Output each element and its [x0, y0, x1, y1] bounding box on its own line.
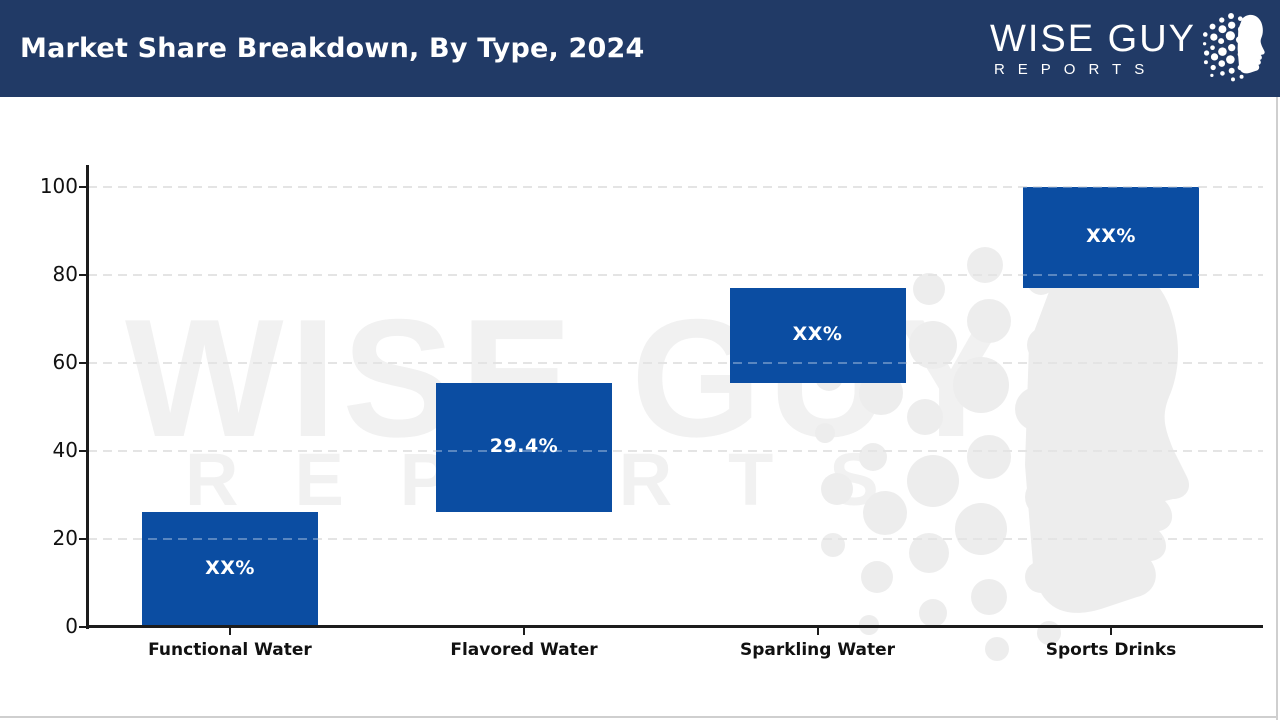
y-tick: [79, 273, 86, 276]
bar-value-label: 29.4%: [489, 435, 559, 458]
bar: 29.4%: [436, 382, 612, 513]
gridline-overlay: [88, 449, 1263, 452]
bar: XX%: [142, 512, 318, 627]
x-tick: [1110, 627, 1112, 635]
y-tick: [79, 449, 86, 452]
y-tick: [79, 537, 86, 540]
gridline-overlay: [88, 361, 1263, 364]
page-edge-line: [0, 716, 1277, 718]
x-category-label: Sparkling Water: [739, 639, 896, 660]
x-tick: [523, 627, 525, 635]
x-category-label: Functional Water: [148, 639, 312, 660]
gridline: [88, 537, 1263, 540]
y-tick-label: 80: [52, 261, 78, 286]
y-tick: [79, 625, 86, 628]
y-tick-label: 100: [39, 173, 78, 198]
page-title: Market Share Breakdown, By Type, 2024: [20, 33, 645, 64]
bar-value-label: XX%: [792, 323, 843, 346]
bar-value-label: XX%: [205, 557, 255, 580]
y-tick: [79, 185, 86, 188]
header-bar: Market Share Breakdown, By Type, 2024 WI…: [0, 0, 1280, 97]
gridline: [88, 361, 1263, 364]
bar: XX%: [1023, 186, 1199, 288]
gridline-overlay: [88, 185, 1263, 188]
x-category-label: Flavored Water: [450, 639, 598, 660]
logo-subword: REPORTS: [993, 61, 1158, 78]
y-axis: [86, 164, 89, 629]
x-category-label: Sports Drinks: [1045, 639, 1177, 660]
bar-value-label: XX%: [1086, 225, 1136, 248]
x-tick: [229, 627, 231, 635]
gridline-overlay: [88, 273, 1263, 276]
page-edge-line: [1276, 97, 1278, 720]
wise-guy-reports-logo: WISE GUY REPORTS: [990, 9, 1266, 89]
gridline-overlay: [88, 537, 1263, 540]
y-tick-label: 40: [52, 437, 78, 462]
y-tick: [79, 361, 86, 364]
gridline: [88, 273, 1263, 276]
gridline: [88, 185, 1263, 188]
logo-wordmark: WISE GUY: [989, 18, 1196, 60]
gridline: [88, 449, 1263, 452]
dotted-head-profile-icon: [1202, 12, 1265, 81]
y-tick-label: 60: [52, 349, 78, 374]
y-tick-label: 0: [65, 613, 78, 638]
y-tick-label: 20: [52, 525, 78, 550]
x-axis: [86, 625, 1263, 628]
bar: XX%: [729, 287, 906, 383]
x-tick: [816, 627, 819, 635]
